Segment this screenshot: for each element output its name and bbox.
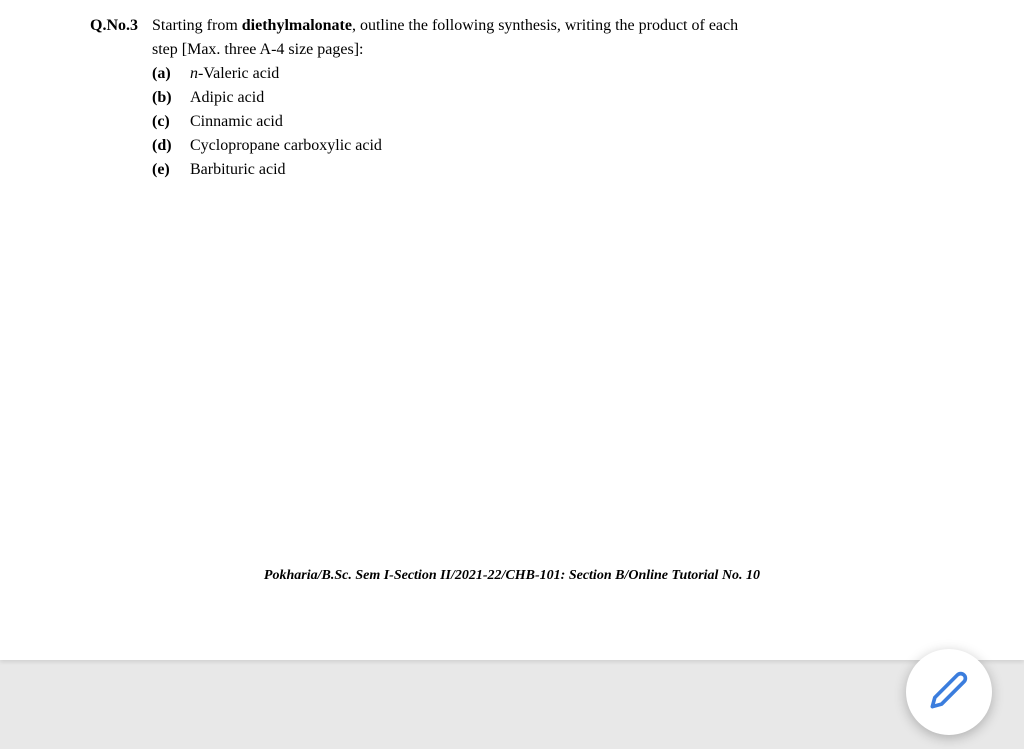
list-item: (b) Adipic acid — [152, 86, 934, 110]
question-block: Q.No.3 Starting from diethylmalonate, ou… — [90, 14, 934, 182]
option-label: (b) — [152, 86, 190, 110]
option-main-text: Adipic acid — [190, 89, 264, 106]
option-text: Cinnamic acid — [190, 110, 934, 134]
footer-citation: Pokharia/B.Sc. Sem I-Section II/2021-22/… — [0, 568, 1024, 584]
option-main-text: -Valeric acid — [198, 65, 279, 82]
question-number: Q.No.3 — [90, 14, 152, 38]
option-label: (e) — [152, 158, 190, 182]
pencil-icon — [929, 670, 969, 715]
option-main-text: Cinnamic acid — [190, 113, 283, 130]
edit-fab-button[interactable] — [906, 649, 992, 735]
option-label: (a) — [152, 62, 190, 86]
options-list: (a) n-Valeric acid (b) Adipic acid (c) C… — [152, 62, 934, 182]
question-text: Starting from diethylmalonate, outline t… — [152, 14, 934, 38]
option-text: Adipic acid — [190, 86, 934, 110]
option-text: n-Valeric acid — [190, 62, 934, 86]
option-main-text: Barbituric acid — [190, 161, 286, 178]
step-note: step [Max. three A-4 size pages]: — [152, 38, 934, 62]
list-item: (a) n-Valeric acid — [152, 62, 934, 86]
option-label: (d) — [152, 134, 190, 158]
question-bold-term: diethylmalonate — [242, 17, 352, 34]
question-suffix: , outline the following synthesis, writi… — [352, 17, 738, 34]
option-text: Barbituric acid — [190, 158, 934, 182]
list-item: (c) Cinnamic acid — [152, 110, 934, 134]
list-item: (e) Barbituric acid — [152, 158, 934, 182]
question-prefix: Starting from — [152, 17, 242, 34]
option-label: (c) — [152, 110, 190, 134]
option-text: Cyclopropane carboxylic acid — [190, 134, 934, 158]
document-page: Q.No.3 Starting from diethylmalonate, ou… — [0, 0, 1024, 660]
option-main-text: Cyclopropane carboxylic acid — [190, 137, 382, 154]
question-header: Q.No.3 Starting from diethylmalonate, ou… — [90, 14, 934, 38]
option-prefix-italic: n — [190, 65, 198, 82]
list-item: (d) Cyclopropane carboxylic acid — [152, 134, 934, 158]
